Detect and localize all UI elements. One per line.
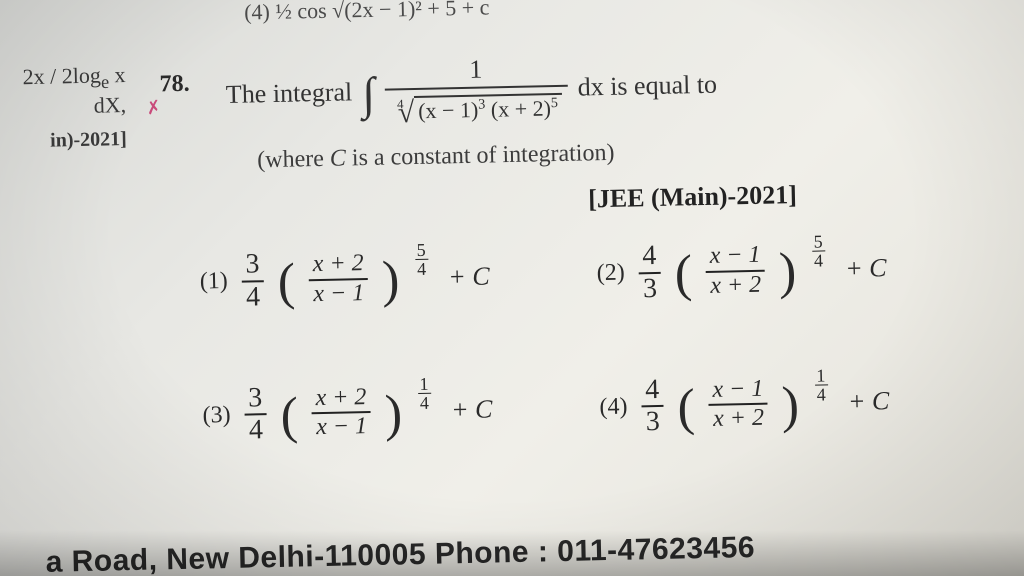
open-paren: ( xyxy=(674,253,692,295)
option-constant: + C xyxy=(448,261,490,292)
integrand-denominator: 4 √ (x − 1)3 (x + 2)5 xyxy=(385,85,569,127)
option-constant: + C xyxy=(451,395,493,426)
root-argument: (x − 1)3 (x + 2)5 xyxy=(414,93,562,124)
option-label: (1) xyxy=(200,268,229,296)
page: (4) ½ cos √(2x − 1)² + 5 + c 2x / 2loge … xyxy=(0,0,1024,576)
question-text: The integral ∫ 1 4 √ (x − 1)3 (x + 2)5 d… xyxy=(225,50,718,130)
option-label: (3) xyxy=(202,402,231,430)
option-3: (3) 34 ( x + 2x − 1) 14 + C xyxy=(202,376,570,447)
option-exponent: 14 xyxy=(417,375,431,412)
page-bottom-shadow xyxy=(0,530,1024,576)
option-inner-fraction: x + 2x − 1 xyxy=(309,250,369,308)
option-constant: + C xyxy=(848,387,890,418)
options-grid: (1) 34 ( x + 2x − 1) 54 + C (2) 43 ( x − 1x + 2) 5… xyxy=(199,235,967,448)
close-paren: ) xyxy=(384,393,402,435)
option-inner-fraction: x − 1x + 2 xyxy=(708,375,768,433)
open-paren: ( xyxy=(277,262,295,304)
source-tag: [JEE (Main)-2021] xyxy=(588,180,797,214)
option-label: (2) xyxy=(596,260,625,288)
option-coefficient: 43 xyxy=(638,241,661,305)
option-constant: + C xyxy=(845,253,887,284)
close-paren: ) xyxy=(382,259,400,301)
open-paren: ( xyxy=(677,387,695,429)
option-1: (1) 34 ( x + 2x − 1) 54 + C xyxy=(199,243,567,314)
option-coefficient: 43 xyxy=(641,374,664,438)
open-paren: ( xyxy=(280,395,298,437)
integrand-numerator: 1 xyxy=(463,54,489,87)
option-exponent: 54 xyxy=(811,233,825,270)
option-inner-fraction: x + 2x − 1 xyxy=(311,384,371,442)
option-exponent: 14 xyxy=(814,366,828,403)
left-fragment-2: in)-2021] xyxy=(0,128,127,154)
integrand-fraction: 1 4 √ (x − 1)3 (x + 2)5 xyxy=(384,53,568,127)
option-label: (4) xyxy=(599,394,628,422)
option-2: (2) 43 ( x − 1x + 2) 54 + C xyxy=(596,235,964,306)
option-inner-fraction: x − 1x + 2 xyxy=(705,242,765,300)
left-fragment-1: 2x / 2loge x dX, xyxy=(0,62,126,121)
option-exponent: 54 xyxy=(415,241,429,278)
option-4: (4) 43 ( x − 1x + 2) 14 + C xyxy=(599,368,967,439)
hand-mark-icon: ✗ xyxy=(144,96,163,120)
question-lead: The integral xyxy=(226,77,353,110)
radical-icon: √ xyxy=(397,96,414,130)
close-paren: ) xyxy=(778,251,796,293)
integral-symbol: ∫ xyxy=(362,75,375,112)
integration-constant-note: (where C is a constant of integration) xyxy=(257,140,615,174)
left-margin-fragment: 2x / 2loge x dX, in)-2021] xyxy=(0,62,127,154)
option-coefficient: 34 xyxy=(244,383,267,447)
question-tail: dx is equal to xyxy=(577,70,717,103)
option-coefficient: 34 xyxy=(241,249,264,313)
close-paren: ) xyxy=(781,385,799,427)
previous-question-fragment: (4) ½ cos √(2x − 1)² + 5 + c xyxy=(244,0,490,26)
question-number: 78. xyxy=(159,71,190,99)
